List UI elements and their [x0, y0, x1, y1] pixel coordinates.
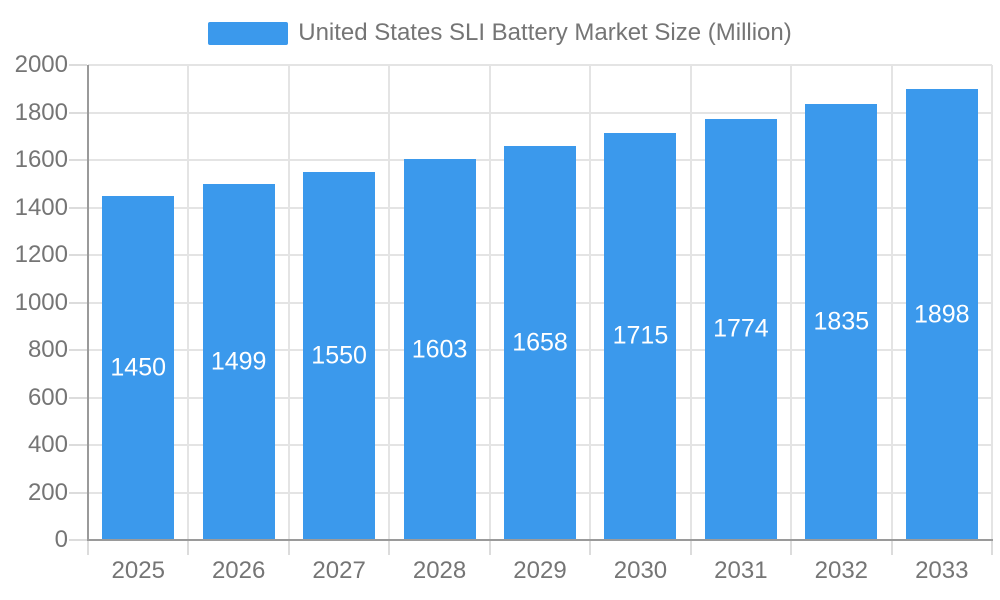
y-axis-tick: [69, 539, 87, 541]
bar-value-label: 1499: [210, 347, 267, 376]
bar[interactable]: [704, 118, 777, 540]
x-gridline: [689, 65, 692, 540]
y-axis-tick: [69, 301, 87, 304]
x-tick-label: 2029: [513, 557, 567, 584]
x-tick-label: 2027: [312, 557, 366, 584]
y-axis-tick: [69, 206, 87, 209]
y-axis-tick: [69, 444, 87, 446]
x-gridline: [388, 65, 391, 540]
bar-value-label: 1550: [311, 341, 367, 370]
y-axis-tick: [69, 396, 87, 399]
plot-area: 0 200 400 600 800 1000 1200 1400 1600 1800 2000 145…: [15, 52, 993, 584]
bar[interactable]: [905, 89, 978, 540]
bar-value-label: 1835: [813, 307, 870, 336]
bar[interactable]: [102, 195, 175, 540]
y-tick-label: 2000: [14, 51, 68, 78]
bar-value-label: 1774: [713, 314, 769, 343]
bar[interactable]: [202, 183, 275, 540]
x-axis-tick: [87, 540, 89, 555]
x-axis-line: [87, 539, 993, 541]
y-gridline: [88, 111, 992, 114]
y-tick-label: 600: [27, 383, 68, 411]
x-tick-label: 2025: [111, 557, 165, 584]
bar-value-label: 1658: [512, 328, 568, 357]
y-tick-label: 1200: [14, 241, 68, 268]
x-gridline: [991, 65, 993, 540]
x-axis-tick: [488, 540, 491, 555]
y-tick-label: 400: [27, 431, 68, 458]
x-tick-label: 2030: [613, 557, 668, 584]
x-gridline: [890, 65, 893, 540]
y-axis-tick: [69, 491, 87, 494]
x-gridline: [488, 65, 491, 540]
bar-value-label: 1898: [913, 300, 970, 329]
x-axis-tick: [187, 540, 190, 555]
y-axis-tick: [69, 254, 87, 256]
bar-value-label: 1603: [411, 335, 468, 364]
x-axis-tick: [689, 540, 692, 555]
x-axis-tick: [589, 540, 592, 555]
x-axis-tick: [890, 540, 893, 555]
bar[interactable]: [403, 159, 476, 540]
y-axis-tick: [69, 64, 87, 66]
y-tick-label: 1000: [14, 288, 68, 316]
y-tick-label: 1800: [14, 98, 68, 126]
bar[interactable]: [805, 104, 878, 540]
x-gridline: [187, 65, 190, 540]
y-axis-line: [87, 65, 89, 540]
y-tick-label: 0: [54, 526, 68, 553]
x-gridline: [589, 65, 592, 540]
x-gridline: [790, 65, 793, 540]
x-axis-tick: [388, 540, 391, 555]
y-axis-tick: [69, 159, 87, 161]
x-axis-tick: [790, 540, 793, 555]
x-axis-tick: [991, 540, 993, 555]
legend-label: United States SLI Battery Market Size (M…: [298, 19, 792, 46]
y-tick-label: 200: [27, 478, 68, 506]
bar[interactable]: [604, 132, 677, 540]
y-axis-tick: [69, 349, 87, 351]
y-gridline: [88, 64, 992, 66]
x-tick-label: 2033: [915, 557, 969, 584]
x-axis-tick: [287, 540, 290, 555]
y-axis-tick: [69, 111, 87, 114]
x-tick-label: 2028: [412, 557, 467, 584]
x-tick-label: 2032: [814, 557, 869, 584]
bar[interactable]: [303, 171, 376, 540]
legend-item[interactable]: United States SLI Battery Market Size (M…: [0, 20, 1000, 46]
legend-swatch: [208, 21, 289, 45]
bar-value-label: 1450: [110, 353, 167, 382]
x-tick-label: 2031: [714, 557, 768, 584]
y-tick-label: 800: [27, 336, 68, 363]
y-tick-label: 1600: [14, 146, 68, 173]
x-tick-label: 2026: [211, 557, 266, 584]
y-tick-label: 1400: [14, 193, 68, 221]
bar[interactable]: [504, 146, 576, 540]
bar-value-label: 1715: [612, 321, 669, 350]
x-gridline: [287, 65, 290, 540]
